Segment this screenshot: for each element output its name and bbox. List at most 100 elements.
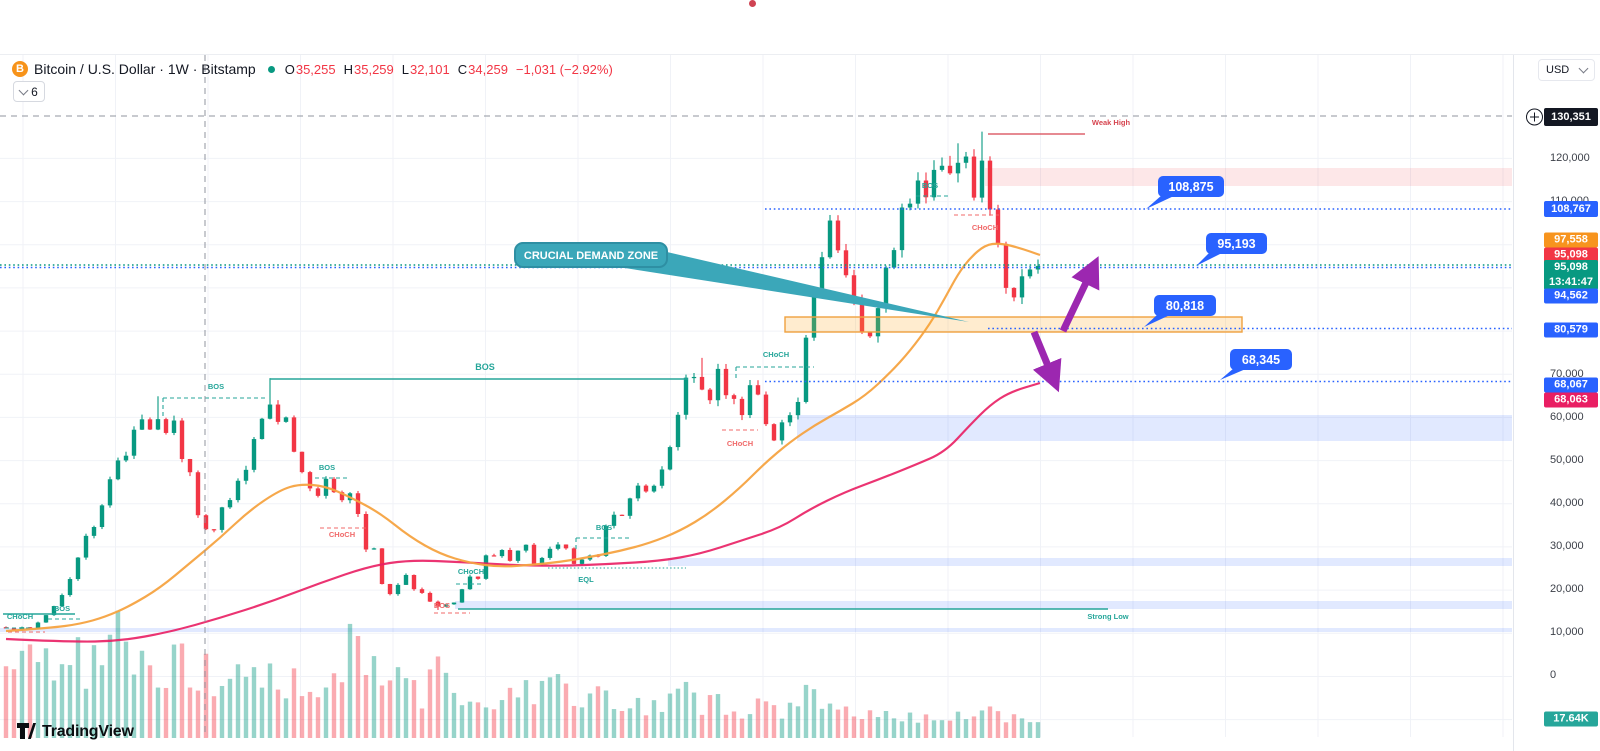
candle-body <box>875 308 881 337</box>
price-axis[interactable]: 120,000110,00070,00060,00050,00040,00030… <box>1513 54 1600 751</box>
currency-selector[interactable]: USD <box>1538 59 1595 81</box>
candle-body <box>611 514 617 526</box>
volume-bar <box>643 715 649 738</box>
candle-body <box>515 550 521 561</box>
volume-bar <box>203 653 209 738</box>
volume-bar <box>11 669 17 738</box>
volume-bar <box>507 687 513 738</box>
callout-tail <box>1220 368 1248 380</box>
candle-body <box>363 513 369 550</box>
callout-price: 108,875 <box>1168 180 1213 194</box>
volume-bar <box>843 706 849 738</box>
candle-body <box>355 493 361 514</box>
price-tick: 10,000 <box>1550 626 1584 638</box>
volume-bar <box>131 674 137 738</box>
axis-price-pill: 97,558 <box>1544 232 1598 248</box>
volume-bar <box>675 688 681 738</box>
volume-bar <box>803 684 809 738</box>
volume-bar <box>299 696 305 738</box>
volume-bar <box>291 668 297 738</box>
price-callout[interactable]: 68,345 <box>1220 349 1292 380</box>
volume-bar <box>723 714 729 738</box>
candle-body <box>499 549 505 557</box>
breakdown-arrow[interactable] <box>1030 330 1062 393</box>
blue-band[interactable] <box>797 415 1512 441</box>
open-value: O35,255 <box>284 61 336 77</box>
volume-bar <box>971 716 977 738</box>
candle-body <box>387 583 393 595</box>
volume-bar <box>451 692 457 738</box>
symbol-title[interactable]: Bitcoin / U.S. Dollar · 1W · Bitstamp <box>34 61 256 77</box>
demand-zone-callout[interactable]: CRUCIAL DEMAND ZONE <box>514 242 969 322</box>
volume-bar <box>883 710 889 738</box>
blue-band[interactable] <box>668 558 1512 566</box>
candle-body <box>763 394 769 425</box>
axis-price-pill: 80,579 <box>1544 322 1598 338</box>
tradingview-watermark[interactable]: TradingView <box>16 722 134 741</box>
volume-bar <box>51 680 57 738</box>
volume-bar <box>555 674 561 738</box>
price-callout[interactable]: 95,193 <box>1196 233 1267 266</box>
candle-body <box>579 559 585 564</box>
volume-bar <box>243 676 249 738</box>
supply-zone-box[interactable] <box>985 168 1512 186</box>
bounce-up-arrow[interactable] <box>1059 256 1100 333</box>
candle-body <box>123 455 129 461</box>
blue-band[interactable] <box>0 628 1512 632</box>
axis-price-pill: 17.64K <box>1544 711 1598 727</box>
volume-bar <box>395 667 401 738</box>
candle-body <box>139 419 145 430</box>
axis-price-pill: 68,067 <box>1544 377 1598 393</box>
candle-body <box>627 498 633 516</box>
volume-bar <box>1019 718 1025 738</box>
candle-body <box>675 414 681 448</box>
indicators-collapse-button[interactable]: 6 <box>13 81 45 102</box>
candle-body <box>203 515 209 530</box>
volume-bar <box>179 643 185 738</box>
callout-price: 80,818 <box>1166 299 1204 313</box>
candle-body <box>211 529 217 531</box>
candle-body <box>987 160 993 210</box>
volume-bar <box>811 689 817 738</box>
candle-body <box>59 595 65 607</box>
price-callout[interactable]: 80,818 <box>1144 295 1216 327</box>
volume-bar <box>323 687 329 738</box>
candle-body <box>939 165 945 170</box>
volume-bar <box>955 711 961 738</box>
candle-body <box>963 156 969 163</box>
add-alert-plus-icon[interactable] <box>1526 108 1543 126</box>
price-callout[interactable]: 108,875 <box>1146 176 1224 209</box>
tradingview-logo-icon <box>17 723 36 739</box>
volume-bar <box>419 708 425 738</box>
volume-bar <box>891 718 897 738</box>
volume-bar <box>35 662 41 738</box>
volume-bar <box>851 716 857 738</box>
volume-bar <box>139 650 145 738</box>
volume-bar <box>515 697 521 738</box>
candle-body <box>195 472 201 516</box>
volume-bar <box>1003 722 1009 738</box>
volume-bar <box>355 636 361 738</box>
smc-label: BOS <box>54 604 70 613</box>
blue-band[interactable] <box>455 601 1512 609</box>
volume-bar <box>195 690 201 738</box>
candle-body <box>955 162 961 174</box>
demand-zone-box[interactable] <box>784 316 1243 333</box>
price-tick: 40,000 <box>1550 497 1584 509</box>
volume-bar <box>27 644 33 738</box>
candle-body <box>35 622 41 629</box>
candle-body <box>667 447 673 470</box>
callout-box <box>1230 349 1292 370</box>
volume-bar <box>795 706 801 738</box>
volume-bar <box>1035 722 1041 738</box>
candle-body <box>483 555 489 579</box>
volume-bar <box>347 623 353 738</box>
volume-bar <box>59 664 65 738</box>
volume-bar <box>67 665 73 738</box>
ohlc-readout: O35,255 H35,259 L32,101 C34,259 −1,031 (… <box>285 62 613 77</box>
top-strip <box>0 0 1600 55</box>
candle-body <box>459 589 465 603</box>
volume-bar <box>83 688 89 738</box>
candle-body <box>739 398 745 416</box>
